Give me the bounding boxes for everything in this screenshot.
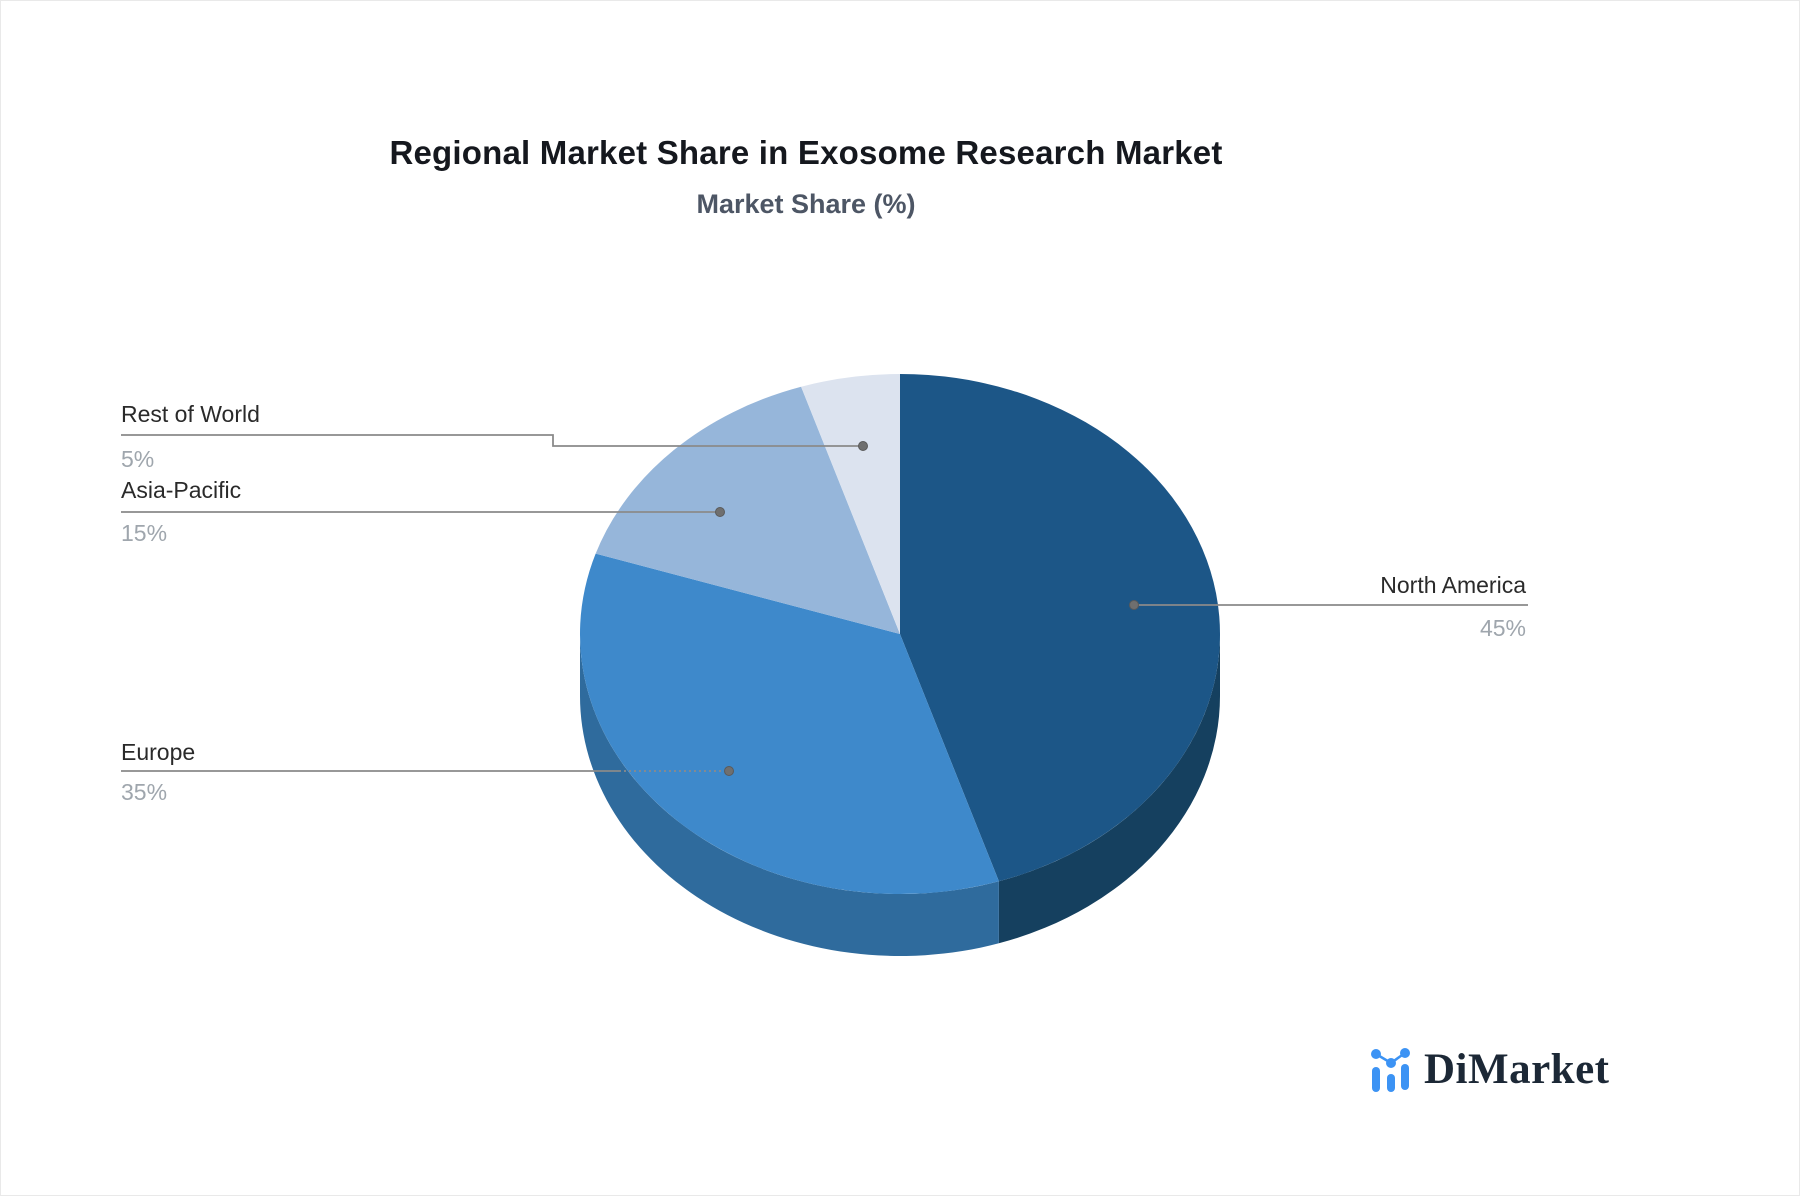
pie-slice-north-america[interactable]: [900, 374, 1221, 882]
bar-line-chart-icon: [1371, 1048, 1410, 1092]
slice-label-europe: Europe: [121, 739, 196, 765]
brand-name: DiMarket: [1424, 1046, 1610, 1093]
slice-label-rest-of-world: Rest of World: [121, 401, 260, 427]
slice-pct-asia-pacific: 15%: [121, 520, 168, 546]
slice-pct-rest-of-world: 5%: [121, 446, 155, 472]
slice-label-north-america: North America: [1380, 572, 1526, 598]
slice-pct-north-america: 45%: [1479, 615, 1526, 641]
brand-logo[interactable]: DiMarket: [1369, 1045, 1610, 1094]
slice-label-asia-pacific: Asia-Pacific: [121, 477, 242, 503]
chart-title: Regional Market Share in Exosome Researc…: [389, 134, 1223, 171]
connector-dot-asia-pacific: [715, 507, 725, 517]
pie-slice-rest-of-world[interactable]: [801, 374, 900, 634]
connector-rest-of-world: [121, 434, 863, 447]
pie-slice-asia-pacific[interactable]: [595, 386, 900, 634]
pie-slice-side-europe: [580, 634, 999, 957]
connector-dot-north-america: [1129, 600, 1139, 610]
chart-subtitle: Market Share (%): [696, 189, 916, 219]
slice-pct-europe: 35%: [121, 779, 168, 805]
pie-slice-europe[interactable]: [579, 553, 999, 895]
connector-dot-rest-of-world: [858, 441, 868, 451]
connector-dot-europe: [724, 766, 734, 776]
pie-slice-side-north-america: [998, 634, 1220, 944]
